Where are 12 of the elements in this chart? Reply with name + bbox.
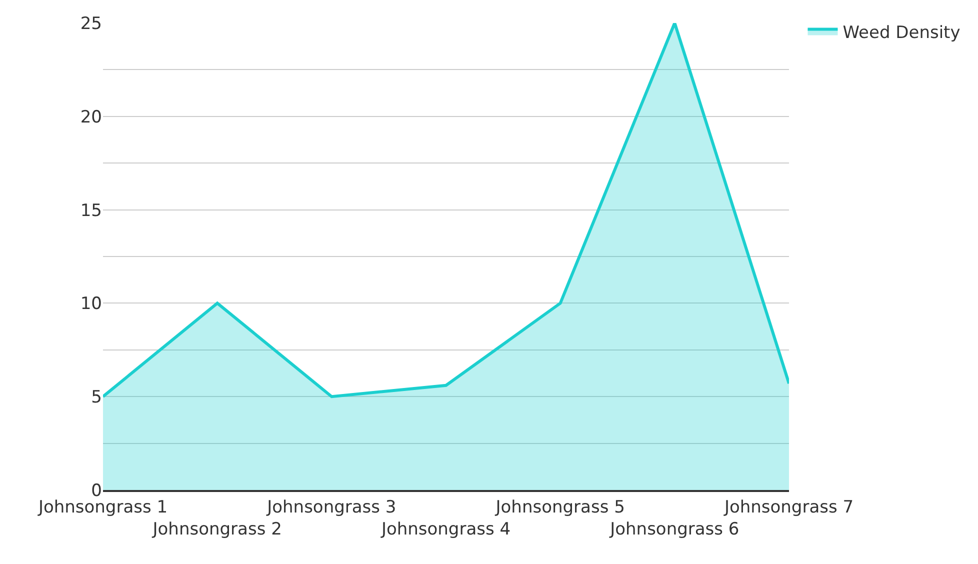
y-tick-label: 25 xyxy=(80,14,102,34)
x-tick-label: Johnsongrass 3 xyxy=(266,497,396,518)
x-tick-label: Johnsongrass 6 xyxy=(609,520,740,540)
y-tick-label: 15 xyxy=(80,200,102,221)
y-tick-label: 20 xyxy=(80,107,102,128)
x-tick-label: Johnsongrass 7 xyxy=(723,497,854,518)
y-tick-label: 10 xyxy=(80,294,102,314)
x-tick-label: Johnsongrass 2 xyxy=(152,520,282,540)
y-tick-label: 5 xyxy=(91,388,102,408)
x-tick-label: Johnsongrass 5 xyxy=(494,497,625,518)
legend-label: Weed Density xyxy=(842,22,960,43)
x-tick-label: Johnsongrass 4 xyxy=(380,520,511,540)
